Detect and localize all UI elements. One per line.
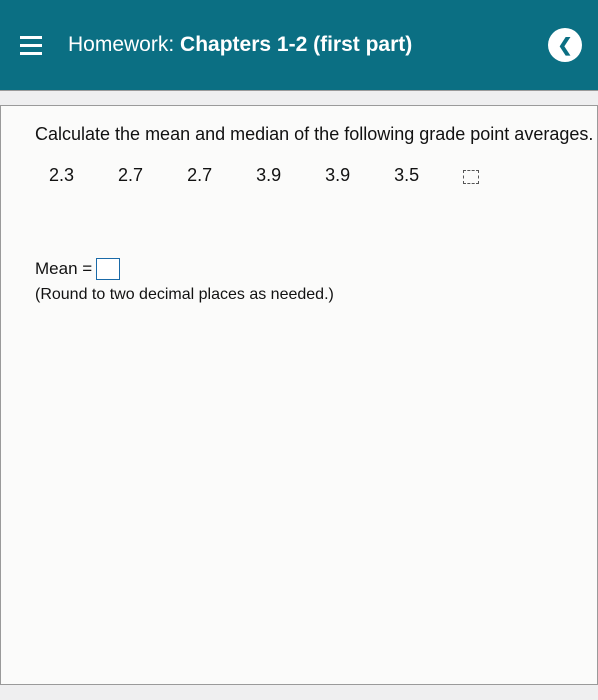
content-area: 2 1 16 Calculate the mean and median of … — [0, 90, 598, 700]
chevron-left-icon: ❮ — [557, 35, 572, 56]
app-header: Homework: Chapters 1-2 (first part) ❮ — [0, 0, 598, 90]
title-prefix: Homework: — [68, 33, 174, 56]
question-card: 2 1 16 Calculate the mean and median of … — [0, 105, 598, 685]
rounding-hint: (Round to two decimal places as needed.) — [35, 286, 583, 304]
copy-data-icon[interactable] — [463, 170, 479, 184]
title-main: Chapters 1-2 (first part) — [180, 33, 412, 56]
hamburger-menu-icon[interactable] — [20, 31, 48, 59]
data-value: 2.3 — [49, 165, 74, 186]
answer-block: Mean = (Round to two decimal places as n… — [35, 258, 583, 304]
answer-label: Mean = — [35, 259, 92, 279]
question-prompt: Calculate the mean and median of the fol… — [35, 124, 583, 145]
data-value: 3.9 — [325, 165, 350, 186]
margin-marks: 2 1 16 — [0, 106, 1, 684]
data-value: 3.5 — [394, 165, 419, 186]
back-button[interactable]: ❮ — [548, 28, 582, 62]
data-values-row: 2.3 2.7 2.7 3.9 3.9 3.5 — [35, 165, 583, 186]
data-value: 3.9 — [256, 165, 281, 186]
page-title: Homework: Chapters 1-2 (first part) — [68, 31, 538, 58]
data-value: 2.7 — [118, 165, 143, 186]
mean-input[interactable] — [96, 258, 120, 280]
data-value: 2.7 — [187, 165, 212, 186]
